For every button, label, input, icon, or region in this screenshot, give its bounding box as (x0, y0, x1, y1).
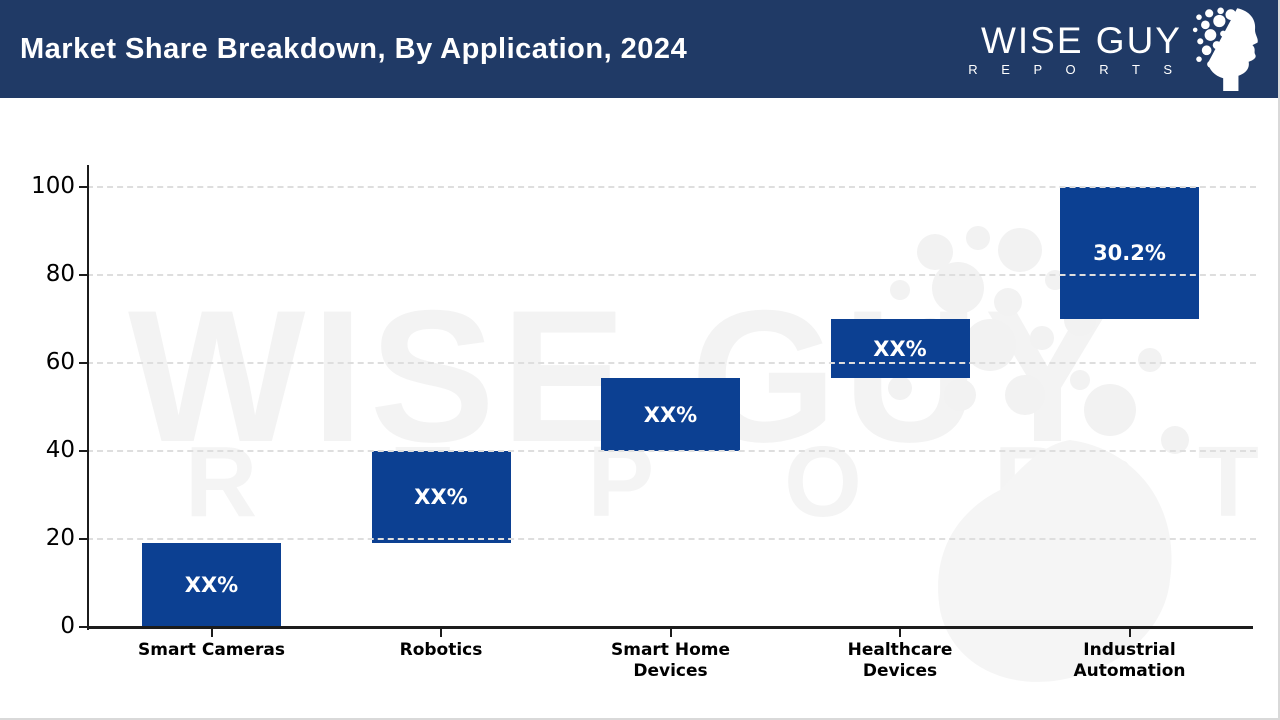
x-tick-smart-home-devices (669, 627, 672, 637)
x-tick-smart-cameras (210, 627, 213, 637)
y-tick-0 (79, 626, 87, 628)
x-tick-robotics (440, 627, 442, 637)
gridline-100 (87, 186, 1256, 188)
y-tick-label-0: 0 (60, 613, 75, 639)
bar-value-label: XX% (414, 485, 468, 510)
chart-title: Market Share Breakdown, By Application, … (20, 32, 688, 65)
gridline-20 (87, 538, 1256, 540)
y-tick-label-20: 20 (45, 525, 75, 551)
category-label-robotics: Robotics (399, 640, 483, 660)
y-tick-label-100: 100 (31, 173, 75, 199)
bar-smart-home-devices: XX% (601, 378, 740, 451)
bar-value-label: XX% (873, 336, 927, 361)
y-tick-100 (79, 186, 87, 188)
logo-subtitle: R E P O R T S (968, 61, 1182, 77)
y-tick-label-60: 60 (45, 349, 75, 375)
x-tick-industrial-automation (1128, 627, 1131, 637)
y-tick-80 (79, 274, 87, 276)
y-tick-label-40: 40 (45, 437, 75, 463)
bar-healthcare-devices: XX% (830, 319, 970, 379)
y-axis-line (87, 165, 89, 630)
gridline-80 (87, 274, 1256, 276)
gridline-40 (87, 450, 1256, 452)
bar-robotics: XX% (371, 451, 511, 544)
gridline-60 (87, 362, 1256, 364)
logo-text: WISE GUY R E P O R T S (964, 22, 1182, 77)
bar-value-label: XX% (643, 402, 698, 427)
y-tick-20 (79, 538, 87, 540)
x-tick-healthcare-devices (899, 627, 901, 637)
bar-industrial-automation: 30.2% (1060, 187, 1199, 319)
bar-smart-cameras: XX% (142, 543, 281, 627)
y-tick-label-80: 80 (45, 261, 75, 287)
bar-value-label: XX% (184, 573, 239, 598)
dotted-head-logo-icon (1192, 7, 1258, 91)
y-tick-40 (79, 450, 87, 452)
logo-wordmark: WISE GUY (980, 19, 1182, 61)
category-label-smart-cameras: Smart Cameras (137, 640, 286, 660)
category-label-smart-home-devices: Smart Home Devices (610, 640, 730, 681)
header-bar: Market Share Breakdown, By Application, … (0, 0, 1278, 98)
bar-value-label: 30.2% (1093, 241, 1166, 265)
category-label-healthcare-devices: Healthcare Devices (847, 640, 953, 681)
wise-guy-reports-logo: WISE GUY R E P O R T S (964, 7, 1266, 91)
category-label-industrial-automation: Industrial Automation (1073, 640, 1186, 681)
y-tick-60 (79, 362, 87, 364)
